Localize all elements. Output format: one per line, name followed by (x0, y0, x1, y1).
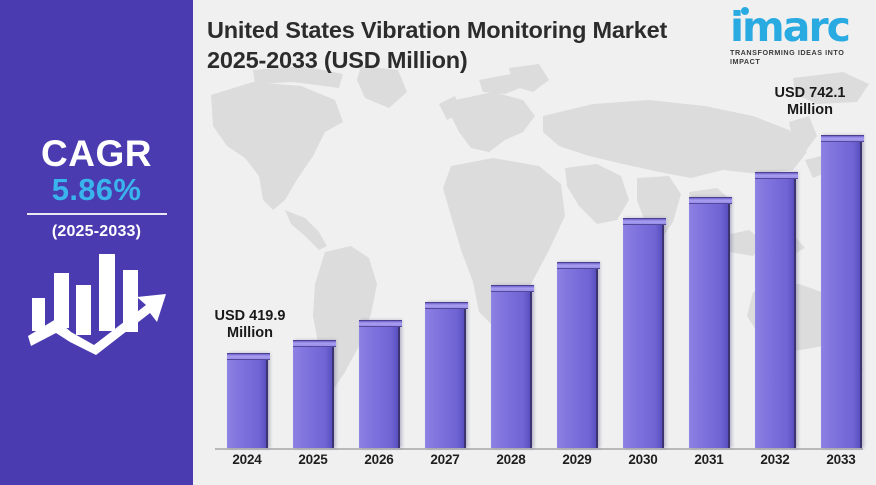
page-title-line-1: United States Vibration Monitoring Marke… (207, 17, 668, 43)
bar-cap (227, 353, 270, 360)
bar-cap (425, 302, 468, 309)
bar-cap (359, 320, 402, 327)
xlabel-2026: 2026 (364, 452, 394, 467)
end-value-line-2: Million (787, 102, 833, 119)
xlabel-2025: 2025 (298, 452, 328, 467)
bar-2033[interactable] (821, 135, 864, 448)
start-value-label: USD 419.9 Million (198, 308, 302, 342)
logo-dot-icon (741, 7, 749, 15)
xlabel-2027: 2027 (430, 452, 460, 467)
bar-2029[interactable] (557, 262, 600, 448)
cagr-sidebar: CAGR 5.86% (2025-2033) (0, 0, 193, 485)
start-value-line-1: USD 419.9 (214, 308, 286, 324)
cagr-block: CAGR 5.86% (2025-2033) (0, 133, 193, 241)
bar-2026[interactable] (359, 320, 402, 448)
bar-chart: USD 419.9 Million USD 742.1 Million 2024… (193, 0, 876, 485)
bar-2028[interactable] (491, 285, 534, 448)
xlabel-2028: 2028 (496, 452, 526, 467)
cagr-divider (26, 212, 167, 215)
end-value-label: USD 742.1 Million (758, 85, 862, 119)
growth-bar-arrow-icon (28, 254, 166, 355)
chart-panel: United States Vibration Monitoring Marke… (193, 0, 876, 485)
bar-2030[interactable] (623, 218, 666, 448)
bar-cap (557, 262, 600, 269)
bar-2032[interactable] (755, 172, 798, 448)
cagr-value: 5.86% (51, 172, 142, 208)
bar-cap (623, 218, 666, 225)
end-value-line-1: USD 742.1 (774, 85, 846, 101)
bar-cap (491, 285, 534, 292)
bar-2027[interactable] (425, 302, 468, 448)
xlabel-2031: 2031 (694, 452, 724, 467)
page-title-line-2: 2025-2033 (USD Million) (207, 46, 468, 73)
bar-2024[interactable] (227, 353, 270, 448)
xlabel-2024: 2024 (232, 452, 262, 467)
bar-cap (689, 197, 732, 204)
bar-cap (821, 135, 864, 142)
xlabel-2029: 2029 (562, 452, 592, 467)
page-title: United States Vibration Monitoring Marke… (207, 16, 732, 76)
cagr-title: CAGR (41, 133, 152, 174)
logo-tagline: TRANSFORMING IDEAS INTO IMPACT (730, 47, 845, 66)
logo-wordmark: imarc (730, 3, 851, 51)
bar-2025[interactable] (293, 340, 336, 448)
x-axis-line (215, 448, 863, 450)
xlabel-2033: 2033 (826, 452, 856, 467)
imarc-logo: imarc TRANSFORMING IDEAS INTO IMPACT (730, 3, 866, 66)
bar-cap (293, 340, 336, 347)
xlabel-2032: 2032 (760, 452, 790, 467)
cagr-period: (2025-2033) (51, 222, 142, 240)
bar-cap (755, 172, 798, 179)
xlabel-2030: 2030 (628, 452, 658, 467)
bar-2031[interactable] (689, 197, 732, 448)
start-value-line-2: Million (227, 325, 273, 342)
